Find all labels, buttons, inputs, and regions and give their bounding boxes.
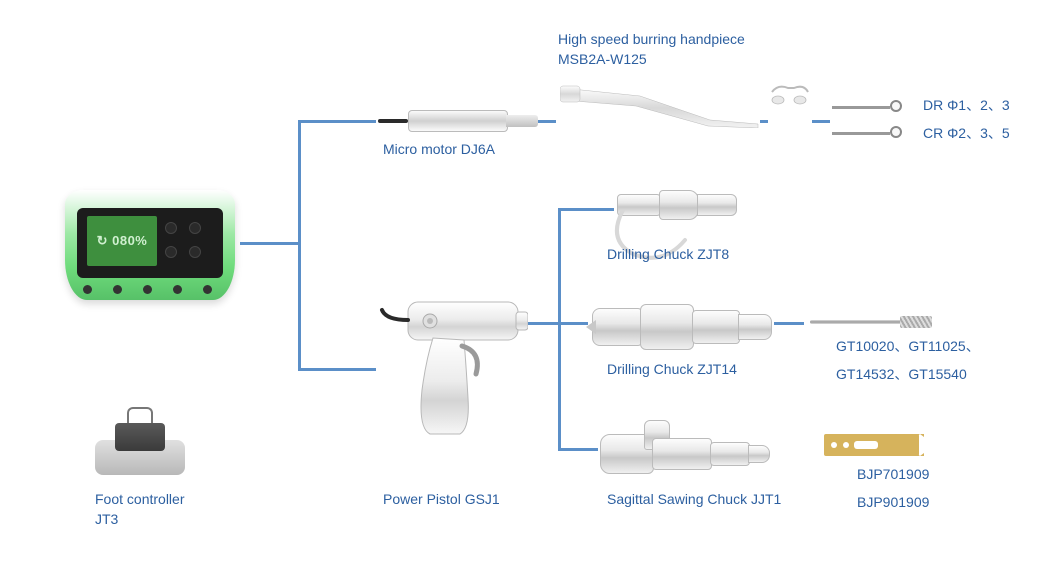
chuck-zjt8 <box>617 180 737 230</box>
burr-dr <box>832 106 890 109</box>
connector <box>558 208 614 211</box>
connector <box>812 120 830 123</box>
connector <box>774 322 804 325</box>
console-screen: ↻ 080% <box>87 216 157 266</box>
foot-controller <box>95 405 185 475</box>
drill-bit-label-1: GT10020、GT11025、 <box>836 337 980 357</box>
connector <box>760 120 768 123</box>
drill-bit-flute <box>900 316 932 328</box>
chuck-saw-label: Sagittal Sawing Chuck JJT1 <box>607 490 781 510</box>
saw-blade-label-1: BJP701909 <box>857 465 929 485</box>
connector <box>298 120 301 370</box>
burr-cr-label: CR Φ2、3、5 <box>923 124 1010 144</box>
connector <box>298 120 376 123</box>
connector <box>558 208 561 450</box>
connector <box>558 322 588 325</box>
chuck-zjt14-label: Drilling Chuck ZJT14 <box>607 360 737 380</box>
burr-cr <box>832 132 890 135</box>
foot-controller-label: Foot controller JT3 <box>95 490 184 529</box>
chuck-saw <box>600 420 770 485</box>
connector <box>298 368 376 371</box>
handpiece <box>560 78 760 128</box>
connector <box>240 242 300 245</box>
adapter-bracket <box>770 80 810 110</box>
chuck-zjt14 <box>592 300 772 355</box>
burr-dr-ball <box>890 100 902 112</box>
burr-cr-ball <box>890 126 902 138</box>
handpiece-label: High speed burring handpiece MSB2A-W125 <box>558 30 745 69</box>
micro-motor-label: Micro motor DJ6A <box>383 140 495 160</box>
burr-dr-label: DR Φ1、2、3 <box>923 96 1010 116</box>
saw-blade <box>824 434 924 460</box>
connector <box>538 120 556 123</box>
connector <box>558 448 598 451</box>
chuck-zjt8-label: Drilling Chuck ZJT8 <box>607 245 729 265</box>
drill-bit-label-2: GT14532、GT15540 <box>836 365 967 385</box>
power-pistol <box>378 290 528 440</box>
power-pistol-label: Power Pistol GSJ1 <box>383 490 500 510</box>
connector <box>528 322 560 325</box>
console-unit: ↻ 080% <box>65 180 235 310</box>
saw-blade-label-2: BJP901909 <box>857 493 929 513</box>
micro-motor <box>378 110 538 134</box>
